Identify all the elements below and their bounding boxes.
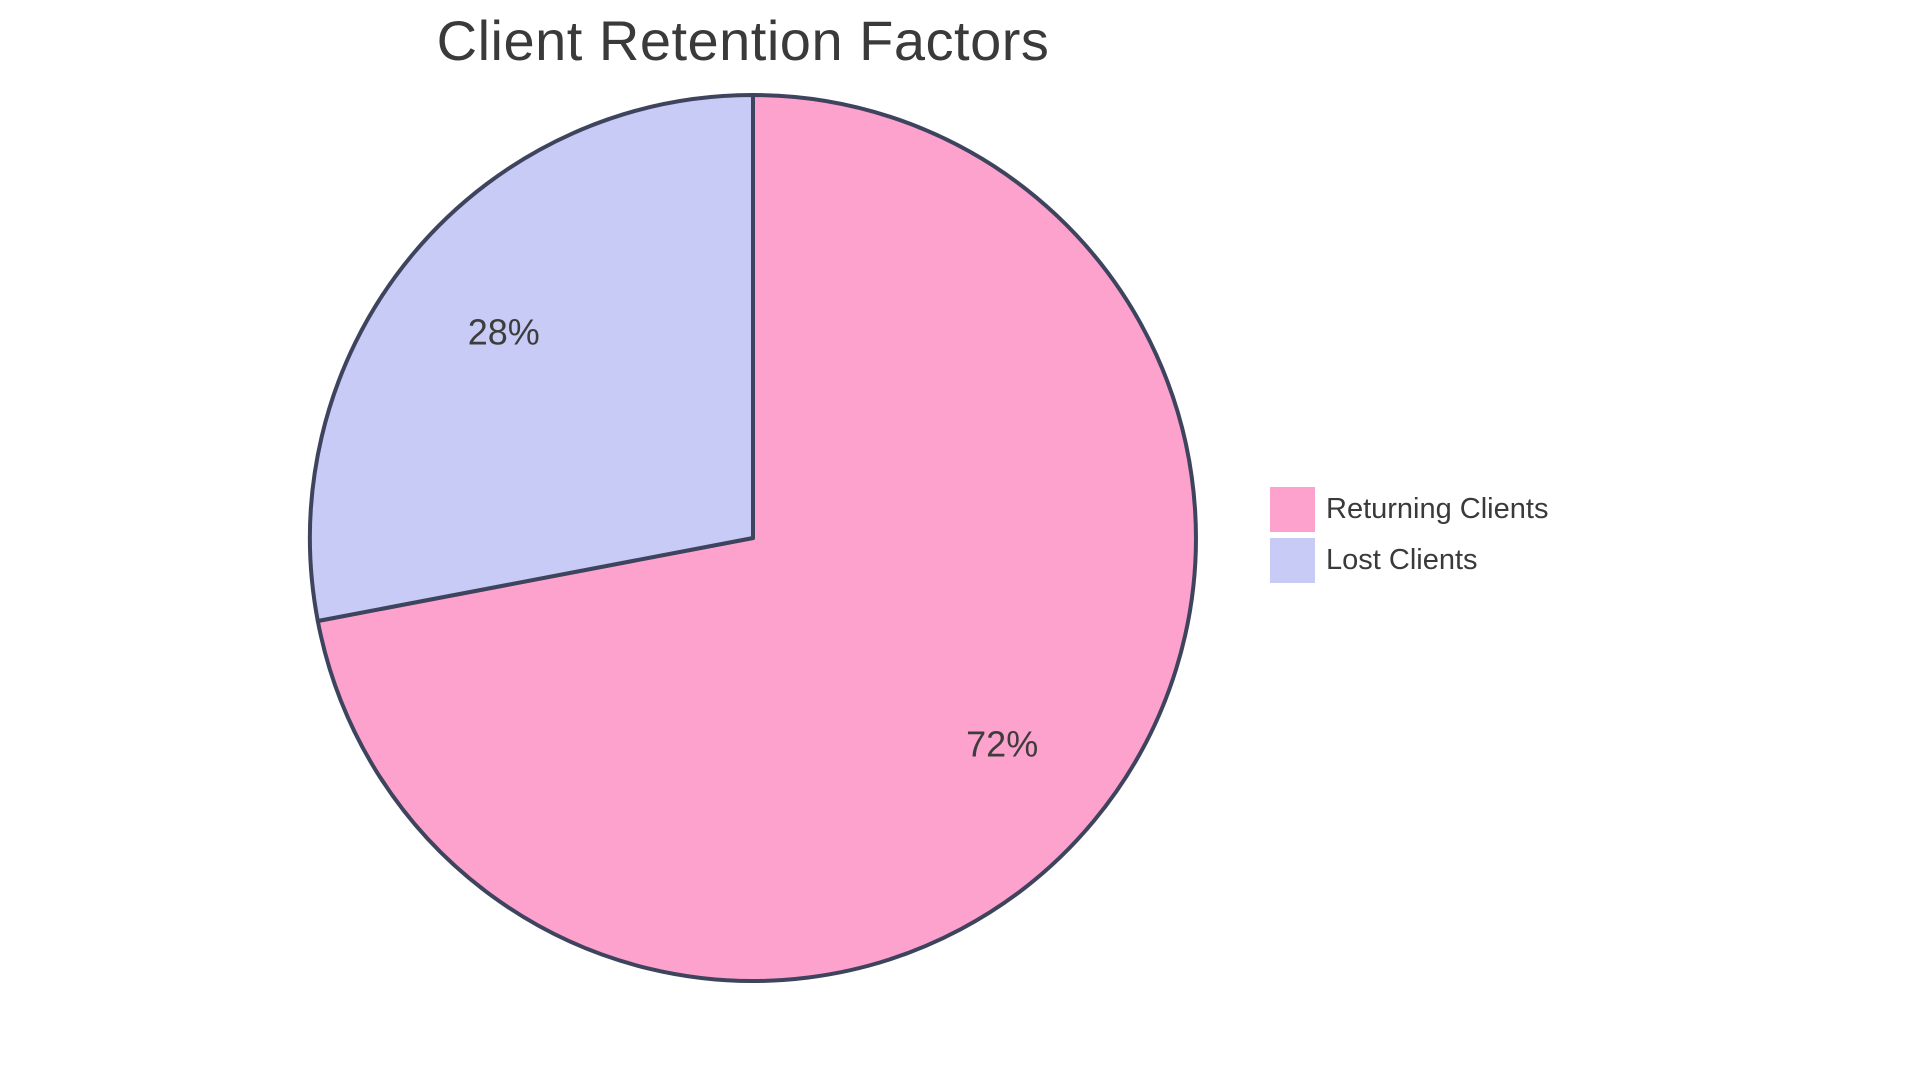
legend-swatch — [1270, 538, 1315, 583]
legend-row: Returning Clients — [1270, 487, 1548, 532]
legend-swatch — [1270, 487, 1315, 532]
pie-slice — [315, 93, 1198, 983]
legend-row: Lost Clients — [1270, 538, 1548, 583]
legend-label: Lost Clients — [1326, 544, 1478, 576]
pie-slice-label: 72% — [966, 724, 1038, 765]
legend-label: Returning Clients — [1326, 493, 1549, 525]
pie-slice-label: 28% — [468, 311, 540, 352]
chart-title: Client Retention Factors — [436, 9, 1050, 72]
legend: Returning Clients Lost Clients — [1270, 487, 1548, 589]
pie-slice — [307, 93, 755, 623]
